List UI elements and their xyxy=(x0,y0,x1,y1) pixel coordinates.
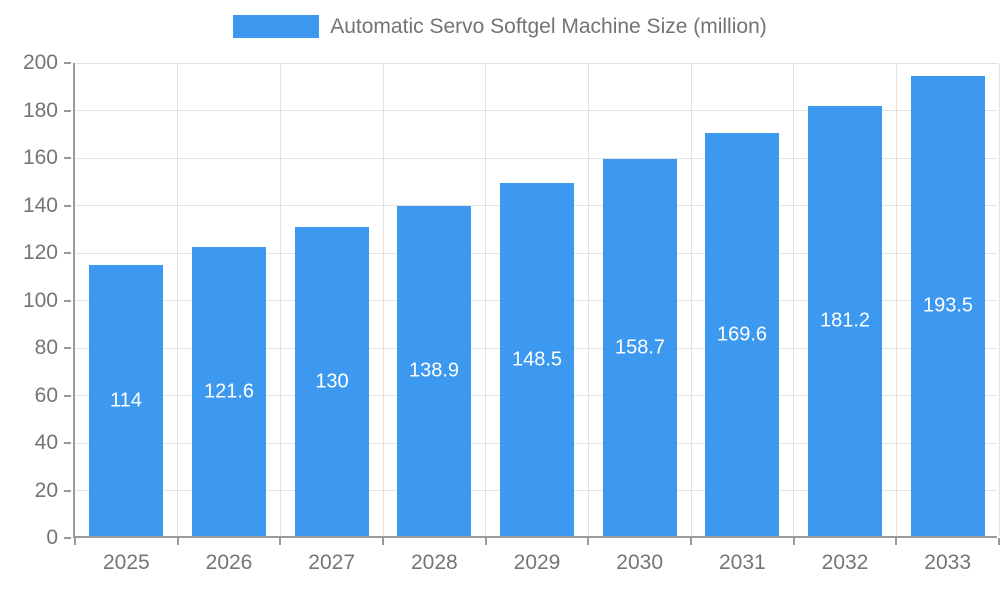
bar: 130 xyxy=(295,227,369,536)
x-axis-label: 2028 xyxy=(410,551,458,574)
bar: 121.6 xyxy=(192,247,266,536)
y-axis-label: 140 xyxy=(22,193,58,217)
x-gridline xyxy=(382,63,384,536)
y-tick xyxy=(64,347,71,349)
legend-label: Automatic Servo Softgel Machine Size (mi… xyxy=(330,15,767,38)
x-gridline xyxy=(279,63,281,536)
bar: 158.7 xyxy=(603,159,677,536)
x-axis-label: 2033 xyxy=(924,551,972,574)
bar: 114 xyxy=(89,265,163,536)
chart-legend[interactable]: Automatic Servo Softgel Machine Size (mi… xyxy=(0,14,1000,39)
y-gridline xyxy=(75,110,997,111)
x-gridline xyxy=(895,63,897,536)
x-tick xyxy=(382,538,384,545)
y-tick xyxy=(64,252,71,254)
bar-value-label: 114 xyxy=(110,389,142,411)
x-gridline xyxy=(998,63,1000,536)
y-axis-label: 180 xyxy=(22,98,58,122)
x-axis-label: 2025 xyxy=(102,551,150,574)
bar: 148.5 xyxy=(500,183,574,536)
y-gridline xyxy=(75,157,997,159)
plot-area: 0 20 40 60 80 100 120 140 160 180 200 114 2025 121.6 2… xyxy=(23,51,1000,574)
y-tick xyxy=(64,394,71,397)
y-tick xyxy=(64,157,71,159)
bar-value-label: 148.5 xyxy=(511,348,563,370)
x-tick xyxy=(792,538,795,545)
y-axis-label: 40 xyxy=(34,431,58,454)
x-tick xyxy=(587,538,590,545)
x-axis-label: 2032 xyxy=(821,551,869,574)
y-tick xyxy=(64,489,71,492)
x-gridline xyxy=(485,63,487,536)
y-gridline xyxy=(75,62,997,64)
x-tick xyxy=(176,538,179,545)
y-axis-label: 20 xyxy=(34,478,58,502)
y-tick xyxy=(64,109,71,112)
bar-value-label: 169.6 xyxy=(716,323,768,345)
y-axis-label: 120 xyxy=(22,241,58,264)
y-tick xyxy=(64,537,71,539)
bar-value-label: 138.9 xyxy=(408,359,460,382)
y-tick xyxy=(64,442,71,444)
x-axis-label: 2031 xyxy=(718,551,766,574)
x-tick xyxy=(690,538,692,545)
y-axis-label: 160 xyxy=(22,146,58,169)
bar-value-label: 193.5 xyxy=(922,294,974,317)
x-gridline xyxy=(587,63,589,536)
x-tick xyxy=(998,538,1000,545)
y-axis-label: 100 xyxy=(22,288,58,312)
y-tick xyxy=(64,62,71,64)
bar-value-label: 158.7 xyxy=(614,336,666,358)
bar-value-label: 121.6 xyxy=(203,380,255,402)
x-tick xyxy=(279,538,282,545)
bar: 181.2 xyxy=(808,106,882,536)
x-tick xyxy=(895,538,898,545)
x-gridline xyxy=(177,63,179,536)
y-tick xyxy=(64,204,71,207)
x-axis-label: 2026 xyxy=(205,551,253,574)
bar: 193.5 xyxy=(911,76,985,536)
bar: 169.6 xyxy=(705,133,779,536)
x-axis-label: 2029 xyxy=(513,551,561,574)
y-axis-label: 60 xyxy=(34,383,58,407)
bar: 138.9 xyxy=(397,206,471,536)
x-gridline xyxy=(793,63,795,536)
y-axis-label: 200 xyxy=(22,51,58,74)
y-tick xyxy=(64,299,71,302)
x-tick xyxy=(484,538,487,545)
x-tick xyxy=(74,538,76,545)
x-gridline xyxy=(690,63,692,536)
x-axis-label: 2027 xyxy=(308,551,356,574)
legend-swatch[interactable] xyxy=(233,15,320,39)
bar-value-label: 181.2 xyxy=(819,309,871,332)
bar-value-label: 130 xyxy=(315,370,349,392)
x-axis-label: 2030 xyxy=(616,551,664,574)
y-axis-label: 0 xyxy=(46,526,58,549)
y-axis-label: 80 xyxy=(34,336,58,359)
